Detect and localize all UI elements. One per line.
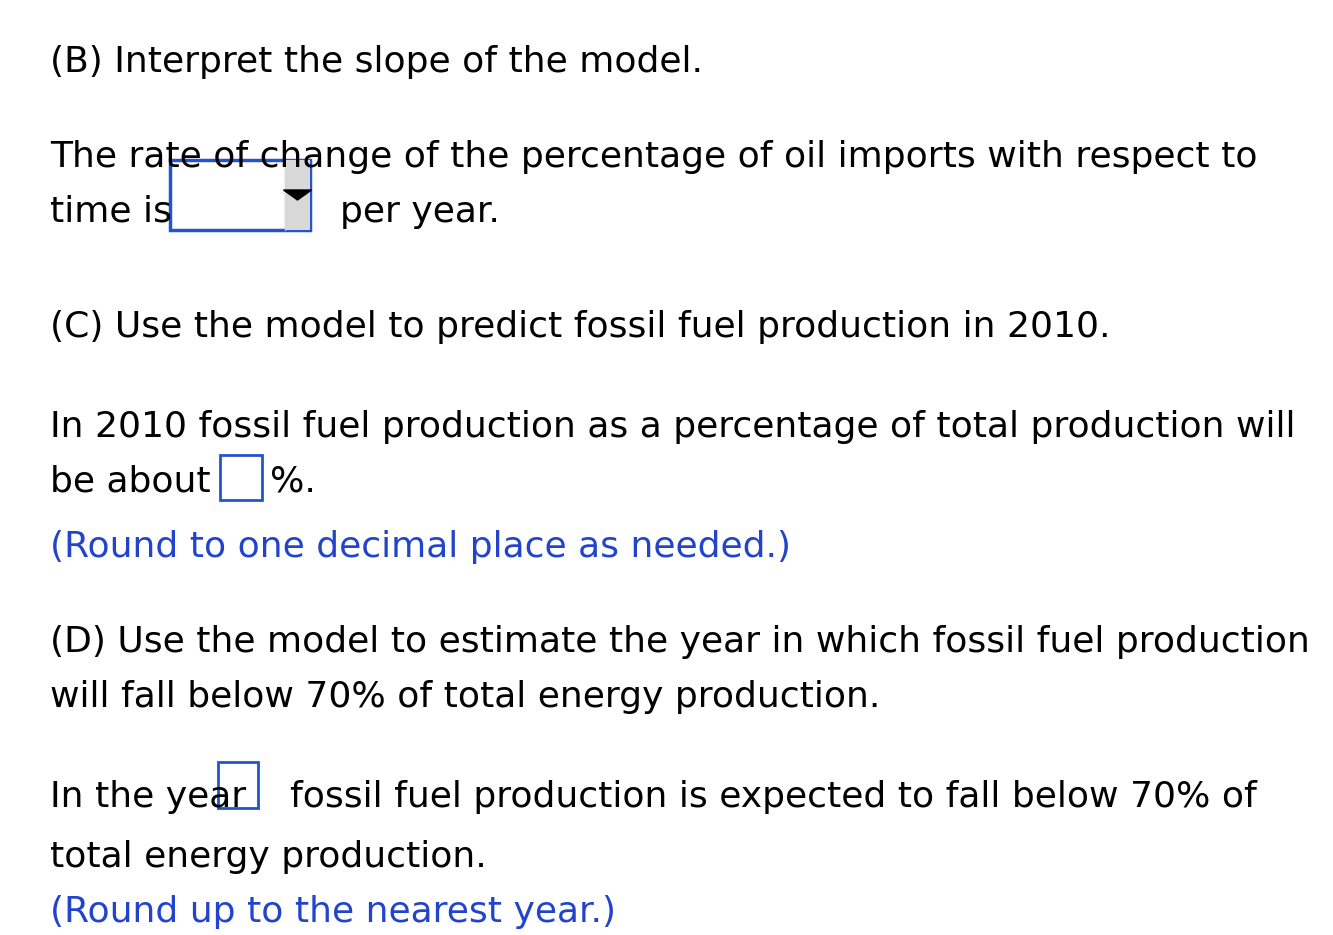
Text: be about: be about <box>51 465 211 499</box>
Text: (Round up to the nearest year.): (Round up to the nearest year.) <box>51 895 616 929</box>
Text: will fall below 70% of total energy production.: will fall below 70% of total energy prod… <box>51 680 880 714</box>
Text: In the year: In the year <box>51 780 247 814</box>
Polygon shape <box>284 190 312 200</box>
Bar <box>285 160 311 230</box>
Bar <box>220 455 263 500</box>
Text: %.: %. <box>271 465 316 499</box>
Text: The rate of change of the percentage of oil imports with respect to: The rate of change of the percentage of … <box>51 140 1257 174</box>
Text: In 2010 fossil fuel production as a percentage of total production will: In 2010 fossil fuel production as a perc… <box>51 410 1296 444</box>
Text: (B) Interpret the slope of the model.: (B) Interpret the slope of the model. <box>51 45 702 79</box>
Bar <box>219 762 259 808</box>
Text: total energy production.: total energy production. <box>51 840 487 874</box>
Text: time is: time is <box>51 195 172 229</box>
Bar <box>171 160 311 230</box>
Text: (C) Use the model to predict fossil fuel production in 2010.: (C) Use the model to predict fossil fuel… <box>51 310 1110 344</box>
Text: (Round to one decimal place as needed.): (Round to one decimal place as needed.) <box>51 530 790 564</box>
Text: (D) Use the model to estimate the year in which fossil fuel production: (D) Use the model to estimate the year i… <box>51 625 1310 659</box>
Text: fossil fuel production is expected to fall below 70% of: fossil fuel production is expected to fa… <box>291 780 1257 814</box>
Text: per year.: per year. <box>340 195 500 229</box>
